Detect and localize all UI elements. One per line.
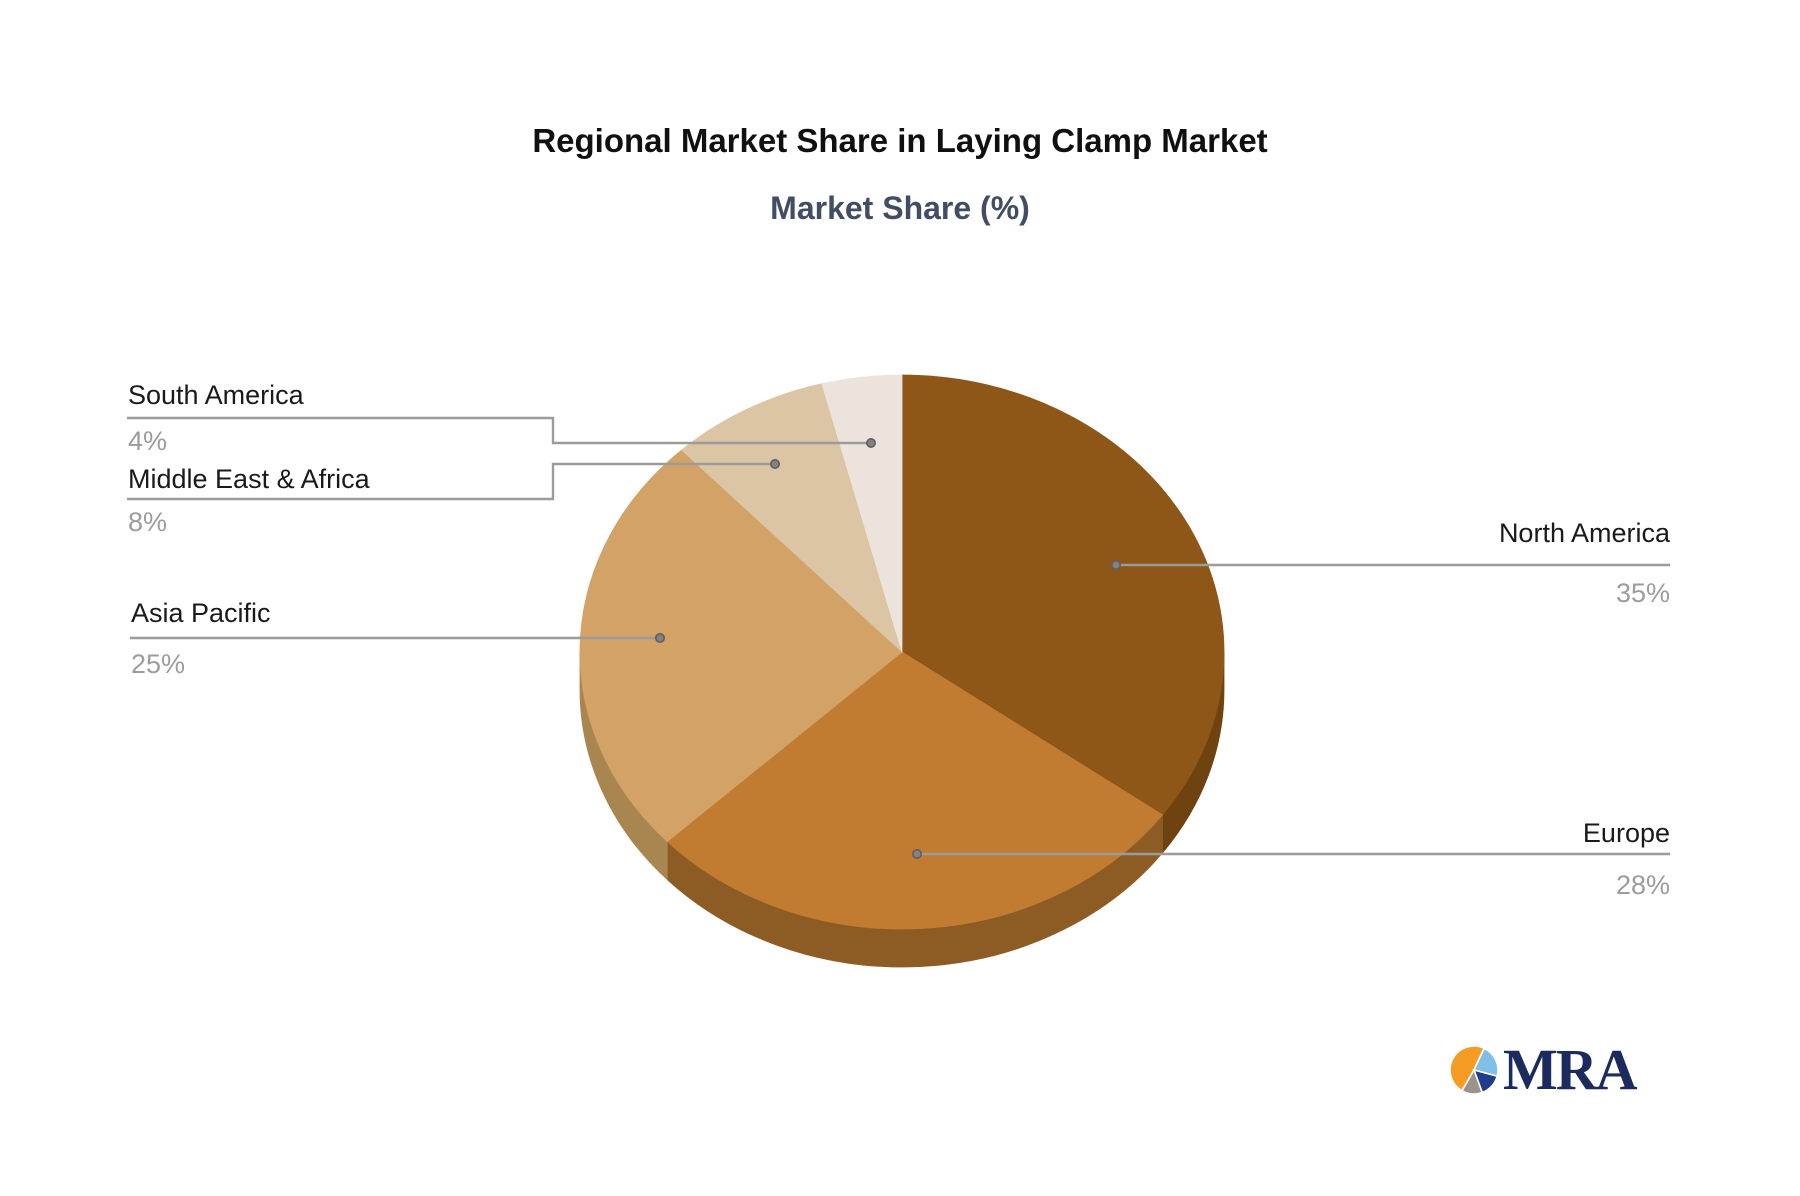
label-north-america: North America: [1498, 518, 1670, 548]
leader-dot-middle-east-africa: [769, 458, 780, 469]
logo-segment-3: [1460, 1068, 1484, 1095]
value-middle-east-africa: 8%: [128, 507, 168, 537]
label-europe: Europe: [1582, 818, 1670, 848]
pie-slice-south-america[interactable]: [821, 374, 903, 653]
pie-slice-north-america[interactable]: [901, 374, 1225, 816]
leader-line-middle-east-africa: [127, 462, 775, 501]
label-asia-pacific: Asia Pacific: [131, 598, 271, 628]
label-south-america: South America: [128, 380, 304, 410]
pie-slice-middle-east-africa[interactable]: [680, 383, 903, 654]
pie-slice-asia-pacific[interactable]: [579, 449, 903, 843]
value-north-america: 35%: [1615, 578, 1670, 608]
leader-dot-asia-pacific: [654, 632, 665, 643]
logo-text: MRA: [1503, 1037, 1638, 1102]
chart-subtitle: Market Share (%): [770, 190, 1030, 226]
brand-logo: MRA: [1448, 1037, 1638, 1102]
value-europe: 28%: [1615, 870, 1670, 900]
label-middle-east-africa: Middle East & Africa: [128, 464, 370, 494]
logo-pie-icon: [1449, 1045, 1499, 1095]
leader-dot-south-america: [865, 437, 876, 448]
logo-segment-0: [1449, 1045, 1486, 1092]
value-south-america: 4%: [128, 426, 168, 456]
pie-slice-europe[interactable]: [666, 651, 1164, 930]
leader-dot-north-america: [1111, 559, 1122, 570]
value-asia-pacific: 25%: [131, 649, 186, 679]
leader-line-south-america: [127, 416, 871, 445]
leader-dot-europe: [911, 848, 922, 859]
chart-title: Regional Market Share in Laying Clamp Ma…: [532, 122, 1268, 159]
